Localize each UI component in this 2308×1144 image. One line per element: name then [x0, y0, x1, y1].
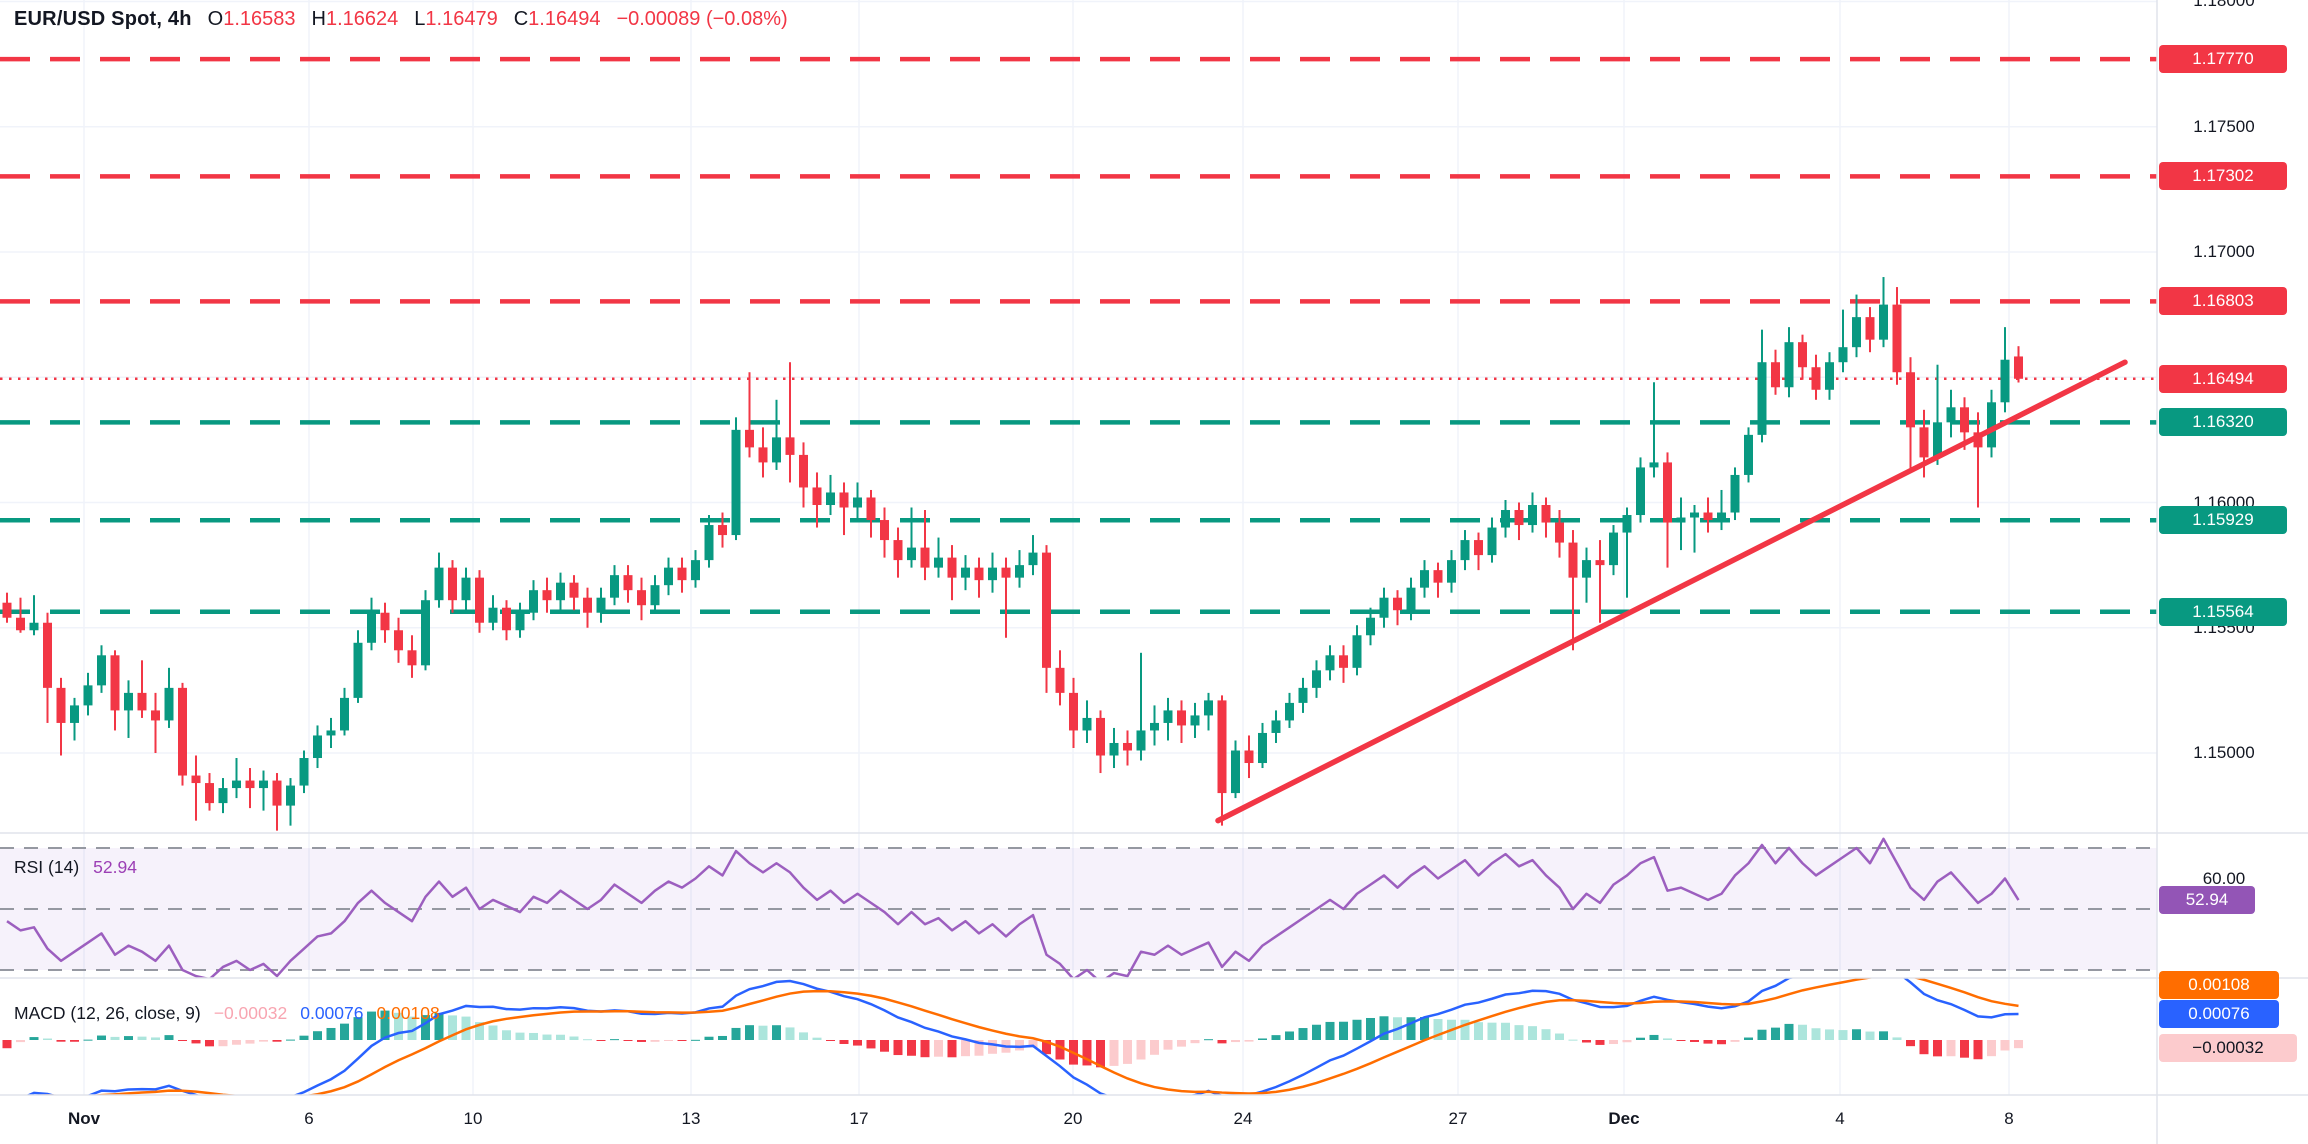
support-lines [0, 420, 2157, 614]
macd-histogram [2, 1010, 2023, 1068]
symbol-legend: EUR/USD Spot, 4h O 1.16583 H 1.16624 L 1.16… [14, 8, 788, 31]
macd-legend: MACD (12, 26, close, 9) −0.00032 0.00076… [14, 1003, 440, 1024]
grid-lines [0, 0, 2157, 1095]
resistance-badge: 1.17302 [2159, 162, 2287, 191]
price-axis-label: 1.17000 [2193, 242, 2255, 261]
time-axis-label-17: 17 [849, 1109, 869, 1128]
time-axis-label-20: 20 [1063, 1109, 1083, 1128]
rsi-value: 52.94 [93, 857, 137, 877]
price-axis-label: 1.15000 [2193, 743, 2255, 762]
ohlc-open: O 1.16583 [207, 8, 296, 30]
time-axis-label-10: 10 [463, 1109, 483, 1128]
resistance-badge: 1.16803 [2159, 287, 2287, 316]
support-badge: 1.15564 [2159, 597, 2287, 626]
macd-histogram-value: −0.00032 [213, 1003, 288, 1023]
rsi-pane[interactable] [0, 847, 2157, 971]
time-axis-label-nov: Nov [67, 1109, 101, 1128]
symbol-title[interactable]: EUR/USD Spot, 4h [14, 8, 192, 30]
macd-signal-value: 0.00108 [376, 1003, 440, 1023]
time-axis-label-6: 6 [304, 1109, 314, 1128]
resistance-badge: 1.17770 [2159, 45, 2287, 74]
macd-line-value: 0.00076 [300, 1003, 364, 1023]
ohlc-close: C 1.16494 [513, 8, 601, 30]
time-axis-label-13: 13 [681, 1109, 701, 1128]
price-axis-label: 1.17500 [2193, 116, 2255, 136]
support-badge: 1.15929 [2159, 506, 2287, 535]
resistance-lines [0, 56, 2157, 304]
macd-signal-badge: 0.00108 [2159, 971, 2279, 999]
rsi-axis-label: 60.00 [2202, 868, 2246, 888]
ohlc-high: H 1.16624 [311, 8, 399, 30]
time-axis-label-24: 24 [1233, 1109, 1253, 1128]
ohlc-low: L 1.16479 [414, 8, 498, 30]
trend-line[interactable] [1215, 359, 2128, 824]
rsi-label[interactable]: RSI (14) [14, 857, 80, 877]
rsi-legend: RSI (14) 52.94 [14, 857, 137, 878]
candlestick-series [2, 277, 2023, 831]
support-badge: 1.16320 [2159, 408, 2287, 437]
rsi-value-badge: 52.94 [2159, 886, 2255, 915]
price-change: −0.00089 (−0.08%) [616, 8, 788, 30]
time-axis-label-4: 4 [1835, 1109, 1845, 1128]
rsi-line [6, 837, 2020, 978]
time-axis-label-27: 27 [1448, 1109, 1468, 1128]
signal-line [7, 978, 2019, 1095]
price-axis-label: 1.18000 [2193, 0, 2255, 11]
time-axis-label-dec: Dec [1608, 1109, 1640, 1128]
current-price-badge: 1.16494 [2159, 364, 2287, 393]
time-axis-label-8: 8 [2004, 1109, 2014, 1128]
macd-histogram-badge: −0.00032 [2159, 1034, 2297, 1062]
macd-line-badge: 0.00076 [2159, 1000, 2279, 1028]
macd-label[interactable]: MACD (12, 26, close, 9) [14, 1003, 201, 1023]
